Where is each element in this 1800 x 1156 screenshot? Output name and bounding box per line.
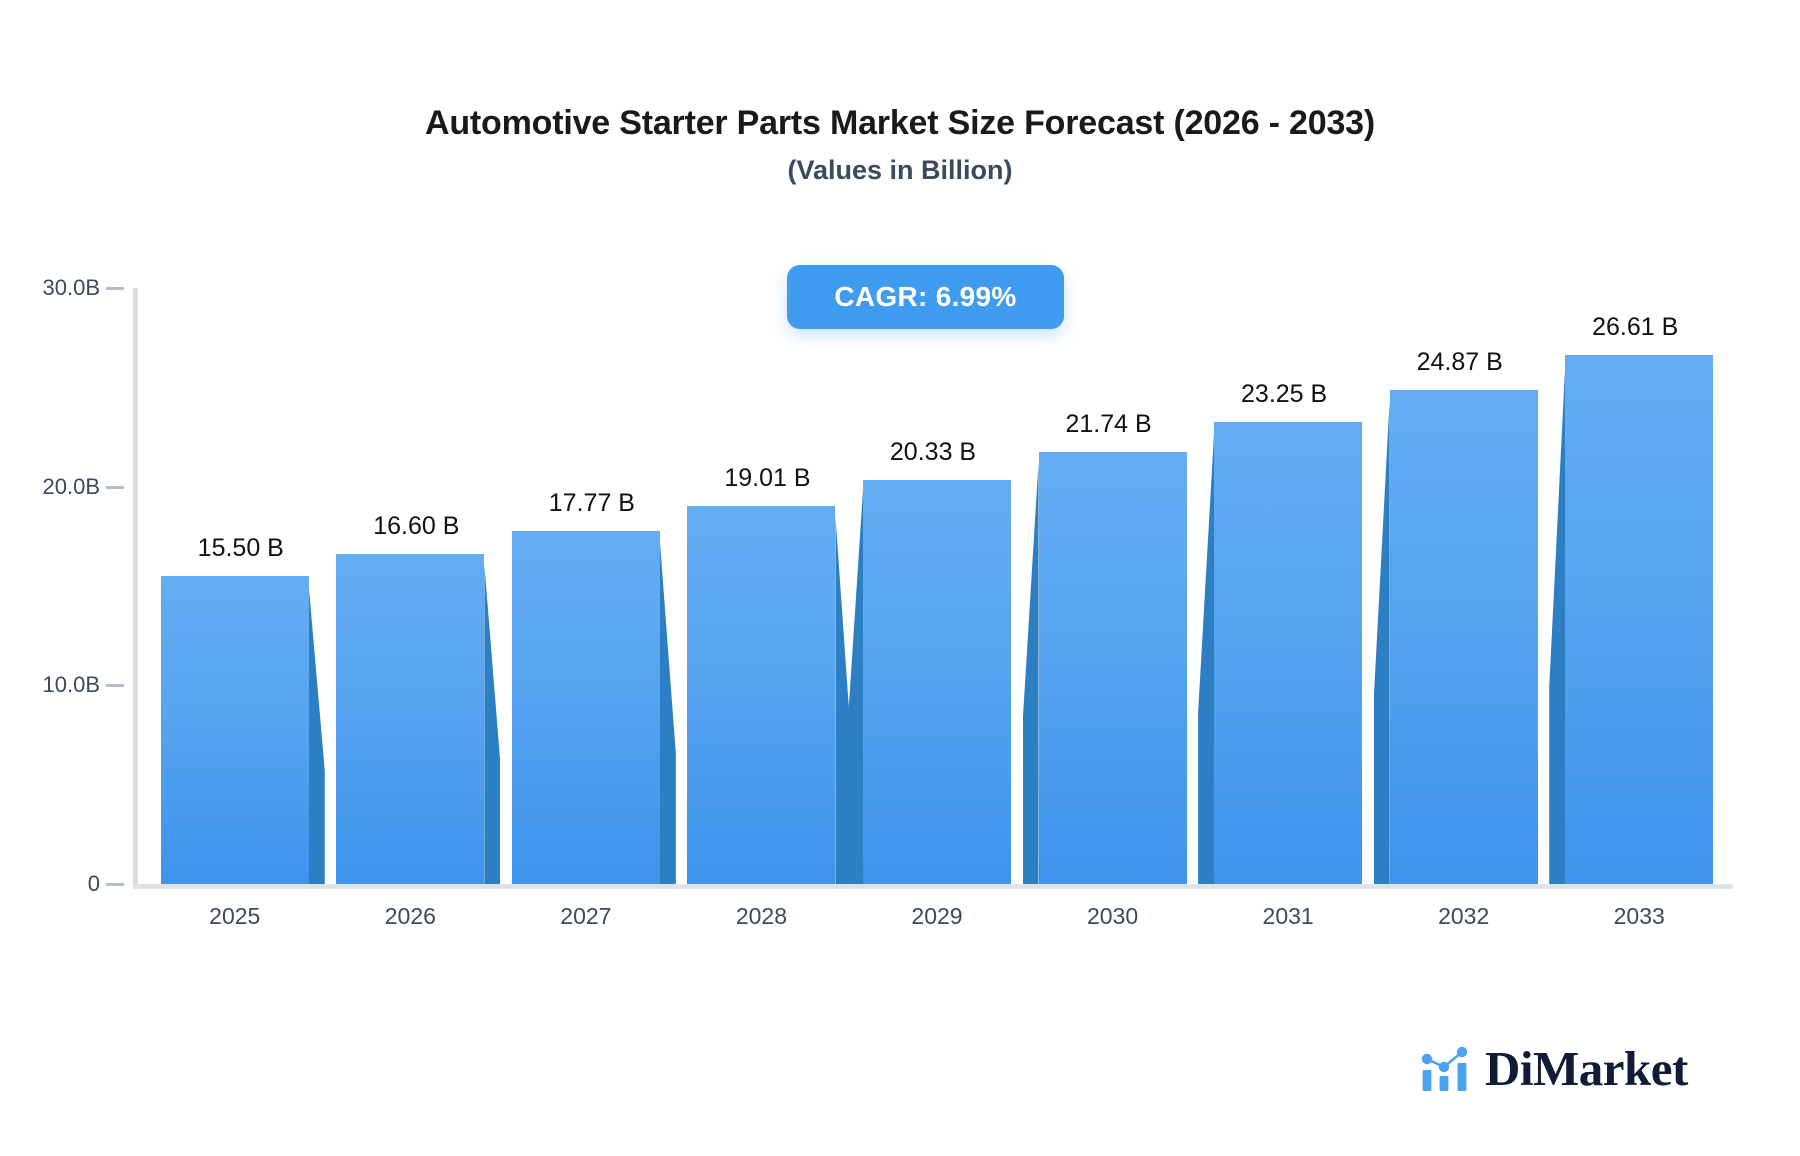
x-axis-label-2029: 2029 [911,903,963,929]
bar-side-face [308,586,325,884]
x-axis-label-2030: 2030 [1086,903,1139,929]
bar-side-face [1373,399,1390,884]
bar-value-label: 15.50 B [197,534,284,563]
bar-front-face [1038,452,1187,884]
cagr-badge: CAGR: 6.99% [787,265,1064,329]
bar-front-face [863,480,1011,884]
y-axis-tick-label: 20.0B [42,473,101,499]
bar-front-face [687,506,836,884]
bar-front-face [511,530,660,884]
y-axis-tick [106,684,124,688]
bar-chart-icon [1419,1043,1471,1093]
x-axis-label-2032: 2032 [1438,903,1490,929]
logo-wordmark: DiMarket [1485,1040,1688,1096]
x-axis-label-2027: 2027 [560,903,612,929]
bar-value-label: 16.60 B [373,512,460,541]
y-axis-tick [106,287,124,290]
chart-title: Automotive Starter Parts Market Size For… [424,104,1376,142]
y-axis-line [133,288,138,888]
bar-front-face [1389,389,1538,884]
x-axis-label-2028: 2028 [735,903,788,929]
x-axis-label-2033: 2033 [1613,903,1665,929]
bar-value-label: 21.74 B [1065,410,1152,439]
x-axis-label-2026: 2026 [384,903,436,929]
y-axis-tick [106,485,124,489]
dimarket-logo: DiMarket [1419,1043,1688,1093]
bar-front-face [1214,422,1363,884]
x-axis-baseline [133,884,1733,889]
bar-side-face [847,490,863,884]
bar-front-face [1565,355,1714,884]
bar-value-label: 17.77 B [548,488,635,517]
y-axis-tick [106,883,124,886]
y-axis-tick-label: 30.0B [42,275,101,300]
bar-side-face [1198,432,1215,884]
bar-value-label: 19.01 B [724,464,811,493]
bar-value-label: 26.61 B [1592,313,1679,342]
bar-side-face [1549,365,1566,884]
y-axis-tick-label: 10.0B [42,672,101,698]
bar-side-face [659,540,676,884]
bar-value-label: 23.25 B [1241,380,1328,409]
bar-side-face [484,564,501,884]
bar-front-face [336,554,485,884]
x-axis-label-2025: 2025 [209,903,261,929]
bar-side-face [1022,462,1039,884]
bar-side-face [835,516,852,884]
bar-front-face [160,576,309,884]
bar-value-label: 24.87 B [1416,347,1503,376]
x-axis-label-2031: 2031 [1262,903,1314,929]
chart-subtitle: (Values in Billion) [787,155,1013,186]
y-axis-tick-label: 0 [87,871,100,896]
title-block: Automotive Starter Parts Market Size For… [0,104,1800,186]
bar-value-label: 20.33 B [889,438,977,467]
